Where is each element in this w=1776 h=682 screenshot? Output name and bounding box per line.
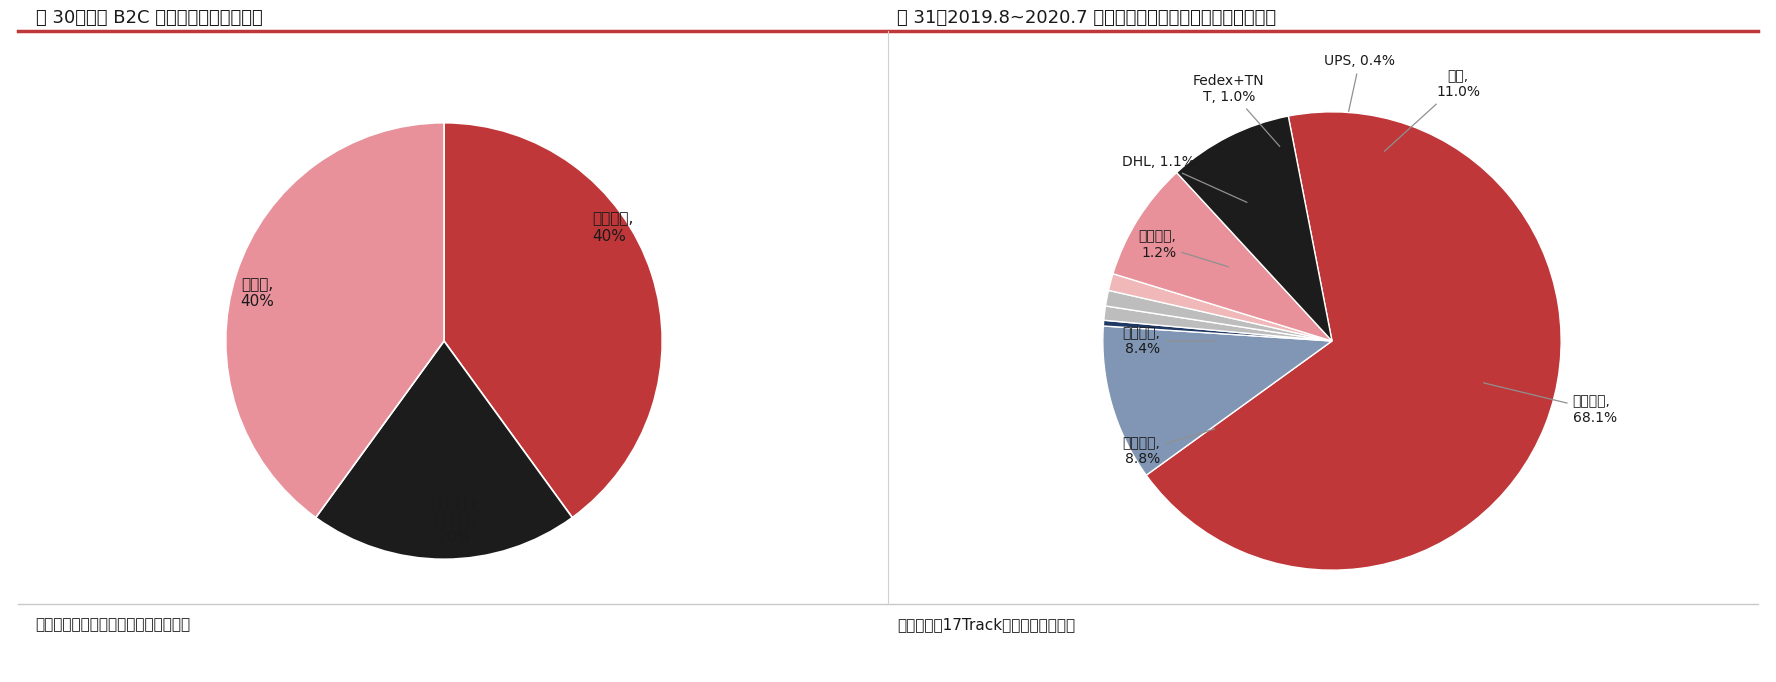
Text: 图 31：2019.8~2020.7 中国出口包裹各渠道件量份额占比情况: 图 31：2019.8~2020.7 中国出口包裹各渠道件量份额占比情况 xyxy=(897,10,1275,27)
Text: 图 30：跨境 B2C 出口物流渠道占比情况: 图 30：跨境 B2C 出口物流渠道占比情况 xyxy=(36,10,263,27)
Text: DHL, 1.1%: DHL, 1.1% xyxy=(1122,155,1247,203)
Wedge shape xyxy=(1146,112,1561,570)
Text: Fedex+TN
T, 1.0%: Fedex+TN T, 1.0% xyxy=(1193,74,1280,147)
Text: 国际专线+
商业快递,
20%: 国际专线+ 商业快递, 20% xyxy=(430,495,480,545)
Text: 资料来源：17Track，中信证券研究部: 资料来源：17Track，中信证券研究部 xyxy=(897,617,1074,632)
Wedge shape xyxy=(1103,326,1332,475)
Text: 海外仓,
40%: 海外仓, 40% xyxy=(240,277,274,309)
Text: 邮政小包,
40%: 邮政小包, 40% xyxy=(593,211,634,243)
Wedge shape xyxy=(316,341,572,559)
Wedge shape xyxy=(1177,116,1332,341)
Wedge shape xyxy=(1114,173,1332,341)
Wedge shape xyxy=(1105,306,1332,341)
Text: 中国邮政,
68.1%: 中国邮政, 68.1% xyxy=(1483,383,1616,425)
Text: 其他,
11.0%: 其他, 11.0% xyxy=(1385,70,1479,151)
Wedge shape xyxy=(444,123,662,518)
Wedge shape xyxy=(1105,291,1332,341)
Text: 资料来源：运联传媒，中信证券研究部: 资料来源：运联传媒，中信证券研究部 xyxy=(36,617,190,632)
Wedge shape xyxy=(1108,273,1332,341)
Text: 云途物流,
8.8%: 云途物流, 8.8% xyxy=(1122,429,1215,466)
Text: 燕文物流,
8.4%: 燕文物流, 8.4% xyxy=(1122,326,1215,356)
Wedge shape xyxy=(1103,321,1332,341)
Wedge shape xyxy=(226,123,444,518)
Text: 顺丰速运,
1.2%: 顺丰速运, 1.2% xyxy=(1138,230,1229,267)
Text: UPS, 0.4%: UPS, 0.4% xyxy=(1323,55,1394,111)
